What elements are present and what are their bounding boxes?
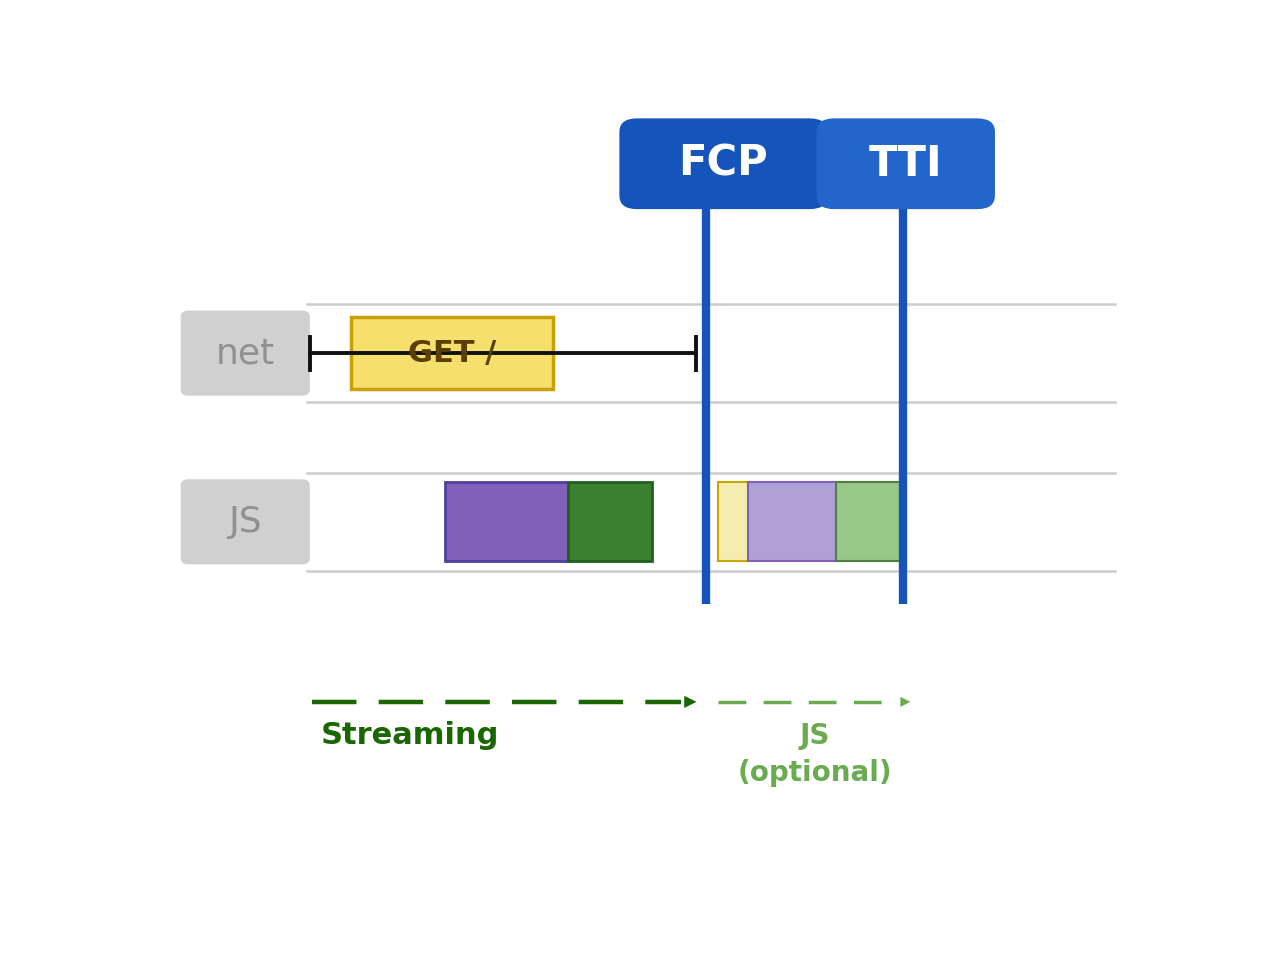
FancyBboxPatch shape — [619, 119, 827, 209]
Text: JS: JS — [229, 505, 262, 539]
Text: GET /: GET / — [408, 339, 496, 367]
FancyBboxPatch shape — [569, 482, 651, 561]
Text: Streaming: Streaming — [322, 721, 500, 750]
Text: JS: JS — [799, 722, 829, 750]
FancyBboxPatch shape — [717, 482, 748, 561]
FancyBboxPatch shape — [836, 482, 906, 561]
Text: FCP: FCP — [678, 143, 768, 185]
FancyBboxPatch shape — [817, 119, 995, 209]
Text: TTI: TTI — [869, 143, 943, 185]
FancyBboxPatch shape — [351, 318, 553, 389]
Text: (optional): (optional) — [738, 759, 892, 787]
FancyBboxPatch shape — [748, 482, 836, 561]
Text: net: net — [216, 336, 275, 370]
FancyBboxPatch shape — [181, 311, 310, 395]
FancyBboxPatch shape — [445, 482, 569, 561]
FancyBboxPatch shape — [181, 479, 310, 564]
